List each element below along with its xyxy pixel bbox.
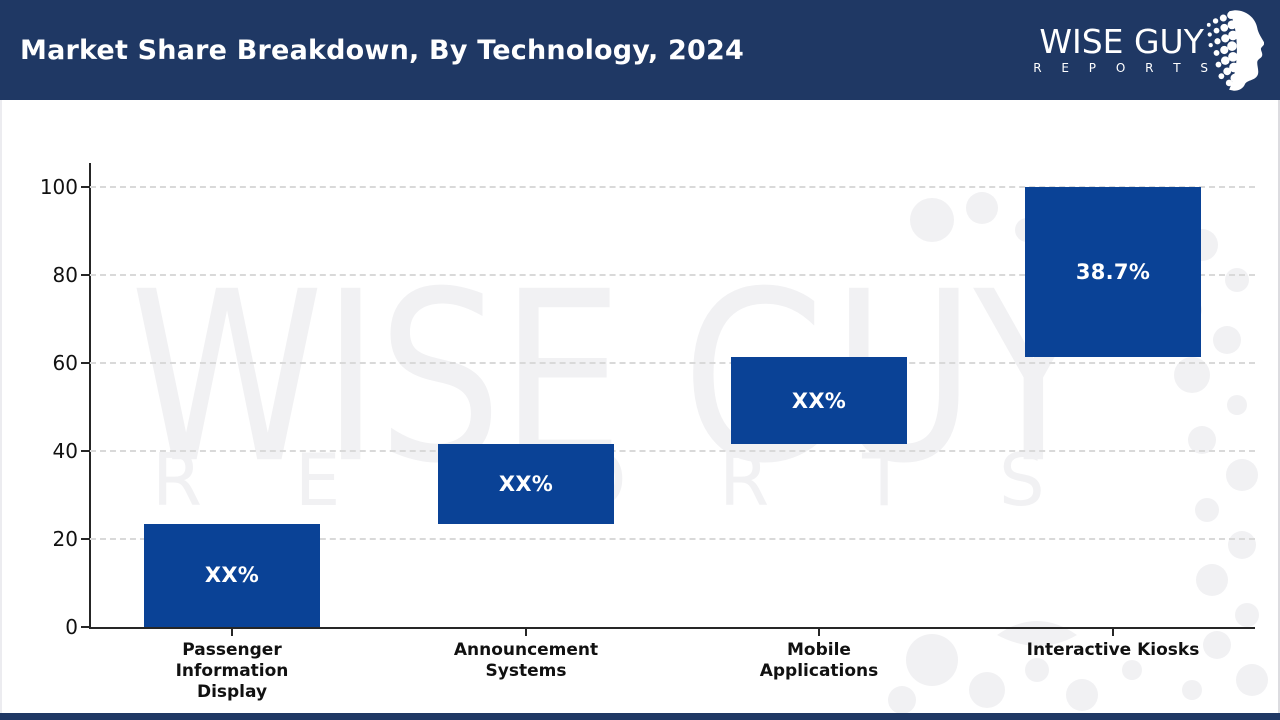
- y-axis-spine: [89, 163, 91, 629]
- bar-value-label: XX%: [204, 563, 260, 588]
- y-tick-label: 100: [39, 175, 78, 199]
- gridline: [90, 186, 1255, 188]
- bar-1: XX%: [144, 523, 320, 627]
- chart-title: Market Share Breakdown, By Technology, 2…: [20, 34, 745, 66]
- y-tick-label: 80: [52, 263, 78, 287]
- y-tick-mark: [81, 626, 89, 628]
- y-tick-mark: [81, 538, 89, 540]
- logo-subtitle: R E P O R T S: [1033, 61, 1216, 75]
- x-tick-mark: [231, 629, 233, 636]
- bar-value-label: XX%: [791, 388, 847, 413]
- gridline: [90, 274, 1255, 276]
- bar-value-label: 38.7%: [1075, 260, 1151, 285]
- bottom-accent-strip: [0, 713, 1280, 720]
- x-category-label: Passenger Information Display: [175, 640, 289, 702]
- y-tick-label: 60: [52, 351, 78, 375]
- bar-2: XX%: [438, 444, 614, 524]
- x-tick-mark: [818, 629, 820, 636]
- x-tick-mark: [1112, 629, 1114, 636]
- gridline: [90, 450, 1255, 452]
- x-tick-mark: [525, 629, 527, 636]
- bar-value-label: XX%: [498, 471, 554, 496]
- logo-wordmark: WISE GUY: [1039, 22, 1204, 61]
- y-tick-label: 0: [65, 615, 78, 639]
- gridline: [90, 362, 1255, 364]
- header-bar: Market Share Breakdown, By Technology, 2…: [0, 0, 1280, 100]
- y-tick-mark: [81, 362, 89, 364]
- x-category-label: Interactive Kiosks: [1026, 640, 1200, 660]
- x-axis-spine: [89, 627, 1255, 629]
- x-category-label: Announcement Systems: [453, 640, 599, 681]
- bar-4: 38.7%: [1025, 187, 1201, 358]
- x-category-label: Mobile Applications: [759, 640, 879, 681]
- y-tick-mark: [81, 186, 89, 188]
- gridline: [90, 538, 1255, 540]
- y-tick-label: 40: [52, 439, 78, 463]
- y-tick-mark: [81, 274, 89, 276]
- logo-text: WISE GUY R E P O R T S: [1027, 25, 1216, 75]
- y-tick-mark: [81, 450, 89, 452]
- y-tick-label: 20: [52, 527, 78, 551]
- wiseguy-logo: WISE GUY R E P O R T S: [1027, 9, 1264, 91]
- logo-face-icon: [1206, 10, 1264, 91]
- bar-3: XX%: [731, 357, 907, 445]
